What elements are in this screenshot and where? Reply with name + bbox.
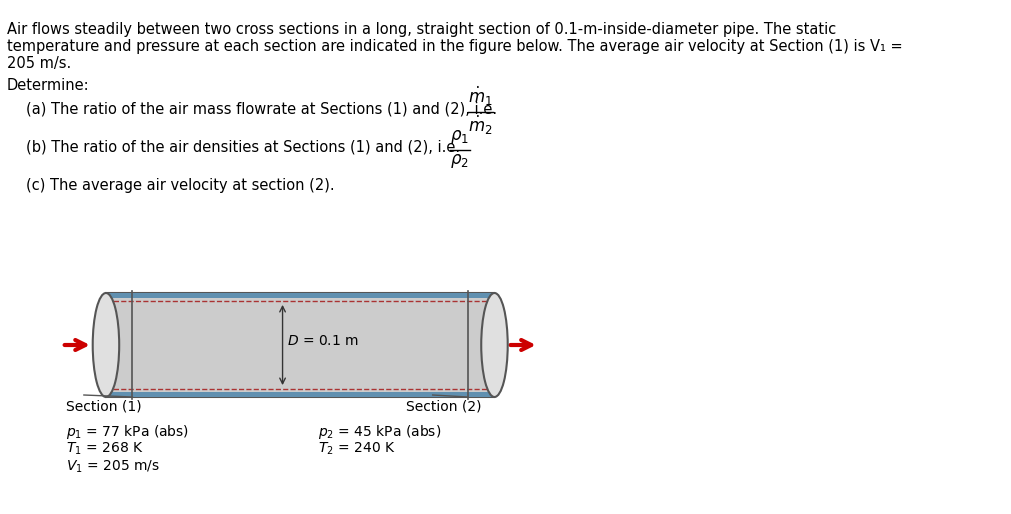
Text: Section (2): Section (2) bbox=[406, 400, 481, 414]
Text: $\rho_1$: $\rho_1$ bbox=[450, 128, 469, 146]
Bar bbox=[106, 293, 494, 298]
Text: $T_1$ = 268 K: $T_1$ = 268 K bbox=[67, 441, 144, 457]
Text: $\rho_2$: $\rho_2$ bbox=[450, 152, 469, 170]
Text: $D$ = 0.1 m: $D$ = 0.1 m bbox=[287, 334, 359, 348]
Text: temperature and pressure at each section are indicated in the figure below. The : temperature and pressure at each section… bbox=[7, 39, 903, 54]
Text: $p_1$ = 77 kPa (abs): $p_1$ = 77 kPa (abs) bbox=[67, 423, 189, 441]
Text: Air flows steadily between two cross sections in a long, straight section of 0.1: Air flows steadily between two cross sec… bbox=[7, 22, 836, 37]
Text: (b) The ratio of the air densities at Sections (1) and (2), i.e.: (b) The ratio of the air densities at Se… bbox=[26, 140, 465, 155]
Text: $\dot{m}_2$: $\dot{m}_2$ bbox=[468, 114, 492, 137]
Text: (a) The ratio of the air mass flowrate at Sections (1) and (2), i.e.: (a) The ratio of the air mass flowrate a… bbox=[26, 102, 502, 117]
Text: $\dot{m}_1$: $\dot{m}_1$ bbox=[468, 85, 492, 108]
Ellipse shape bbox=[481, 293, 508, 397]
Bar bbox=[106, 392, 494, 397]
Text: $T_2$ = 240 K: $T_2$ = 240 K bbox=[317, 441, 395, 457]
Text: $p_2$ = 45 kPa (abs): $p_2$ = 45 kPa (abs) bbox=[317, 423, 441, 441]
Text: 205 m/s.: 205 m/s. bbox=[7, 56, 72, 71]
Text: Section (1): Section (1) bbox=[67, 400, 142, 414]
Ellipse shape bbox=[93, 293, 119, 397]
Bar bbox=[106, 293, 494, 397]
Text: $V_1$ = 205 m/s: $V_1$ = 205 m/s bbox=[67, 459, 161, 475]
Text: (c) The average air velocity at section (2).: (c) The average air velocity at section … bbox=[26, 178, 335, 193]
Text: Determine:: Determine: bbox=[7, 78, 90, 93]
